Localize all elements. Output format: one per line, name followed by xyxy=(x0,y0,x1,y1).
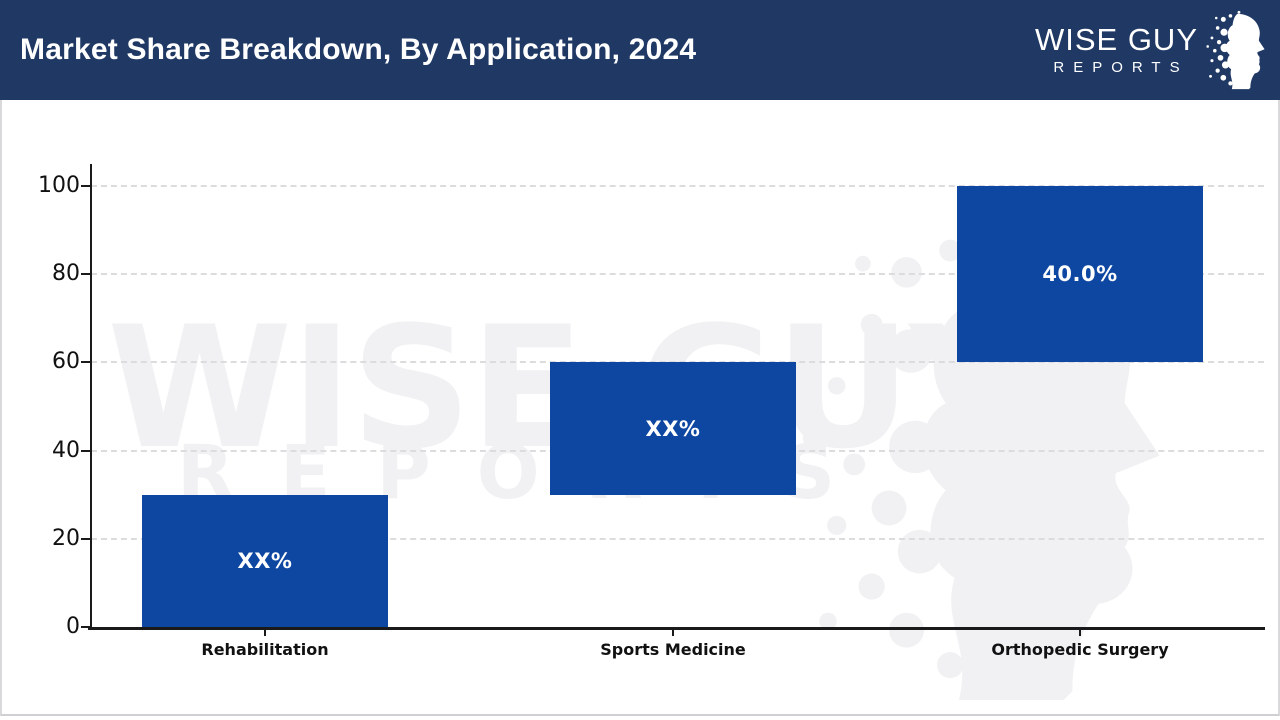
page-title: Market Share Breakdown, By Application, … xyxy=(20,33,697,66)
bar-orthopedic-surgery: 40.0% xyxy=(957,186,1203,363)
wiseguy-logo: WISE GUY REPORTS xyxy=(1035,0,1266,100)
y-tick-mark xyxy=(81,537,90,540)
y-tick-label: 80 xyxy=(52,261,80,287)
x-tick-mark xyxy=(672,628,674,636)
bar-value-label: XX% xyxy=(237,548,293,573)
y-grid-line xyxy=(91,537,1264,540)
y-tick-mark xyxy=(81,626,90,628)
x-tick-mark xyxy=(1079,628,1081,636)
bar-value-label: 40.0% xyxy=(1042,262,1118,287)
logo-wordmark-line2: REPORTS xyxy=(1053,58,1189,76)
y-tick-label: 100 xyxy=(38,173,80,198)
x-category-label: Orthopedic Surgery xyxy=(991,640,1169,659)
chart-area: WISE GUY REPORTS 0 20 40 60 80 100 XX% Rehabili… xyxy=(0,100,1280,716)
y-grid-line xyxy=(91,273,1264,276)
y-tick-label: 40 xyxy=(52,437,80,463)
y-tick-mark xyxy=(81,185,90,187)
x-category-label: Sports Medicine xyxy=(600,640,746,659)
bar-sports-medicine: XX% xyxy=(550,362,796,495)
bar-rehabilitation: XX% xyxy=(142,494,388,627)
plot-area: 0 20 40 60 80 100 XX% Rehabilitation XX% Sports M… xyxy=(2,100,1278,712)
logo-wordmark-line1: WISE GUY xyxy=(1034,21,1198,57)
y-grid-line xyxy=(91,185,1264,187)
report-header: Market Share Breakdown, By Application, … xyxy=(0,0,1280,100)
y-tick-label: 0 xyxy=(66,614,80,639)
y-tick-mark xyxy=(81,449,90,452)
logo-wordmark: WISE GUY REPORTS xyxy=(1034,21,1198,76)
x-category-label: Rehabilitation xyxy=(201,640,329,659)
x-axis-spine xyxy=(88,627,1265,630)
x-tick-mark xyxy=(264,628,266,636)
y-tick-mark xyxy=(81,361,90,364)
y-axis-spine xyxy=(90,163,92,629)
y-tick-label: 60 xyxy=(52,349,80,375)
logo-face-icon xyxy=(1206,10,1265,90)
bar-value-label: XX% xyxy=(645,416,701,441)
y-tick-label: 20 xyxy=(52,525,80,551)
y-tick-mark xyxy=(81,273,90,276)
